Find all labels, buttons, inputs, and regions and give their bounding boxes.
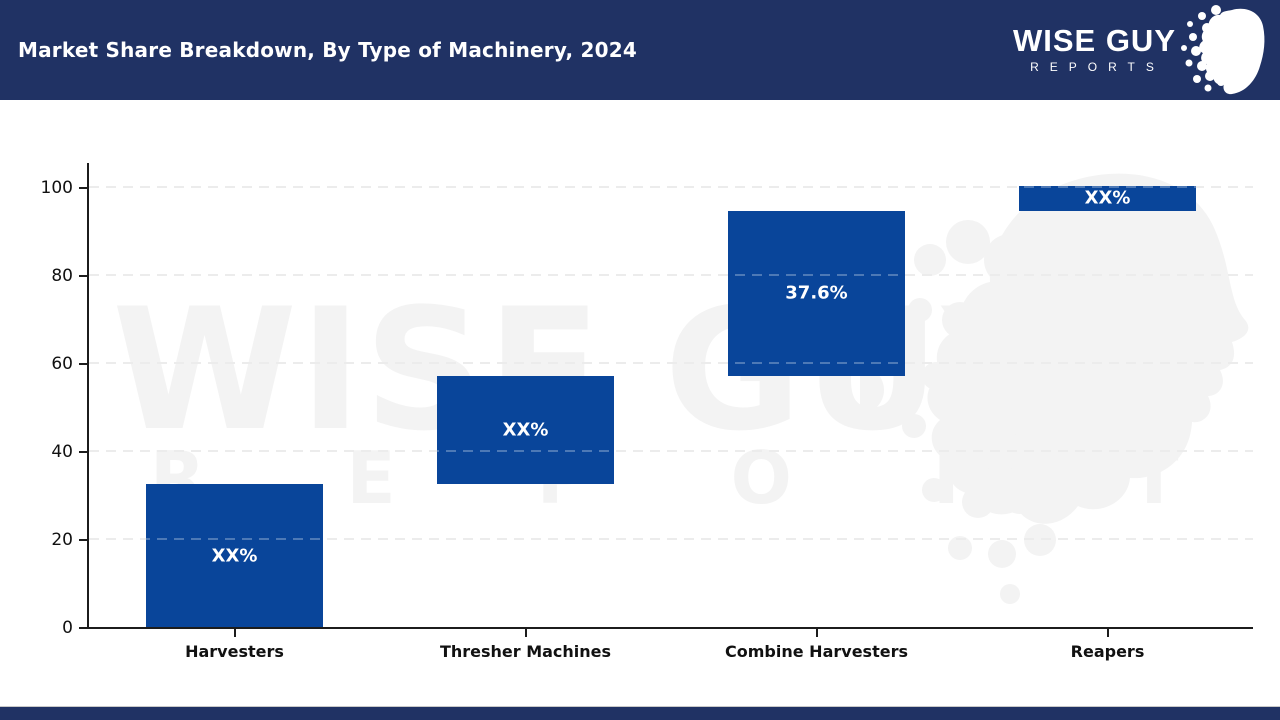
y-tick-0 — [79, 627, 87, 629]
gridline-100 — [89, 186, 1253, 188]
gridline-20 — [89, 538, 1253, 540]
x-tick-2 — [524, 629, 527, 637]
gridline-20 — [89, 538, 1253, 540]
y-tick-100 — [79, 187, 87, 189]
bar-value-label: XX% — [502, 419, 549, 441]
footer-bar — [0, 707, 1280, 720]
bar-value-label: 37.6% — [785, 282, 848, 304]
x-axis-spine — [87, 627, 1253, 629]
bar-thresher-machines — [437, 376, 614, 485]
watermark-head-icon — [860, 173, 1249, 604]
y-tick-20 — [79, 539, 87, 541]
bar-value-label: XX% — [1084, 187, 1131, 209]
x-tick-1 — [233, 629, 236, 637]
y-tick-label: 0 — [62, 618, 73, 638]
page-title: Market Share Breakdown, By Type of Machi… — [18, 38, 637, 62]
footer-divider — [0, 706, 1280, 707]
y-tick-label: 20 — [51, 530, 73, 550]
x-category-label: Harvesters — [185, 642, 284, 661]
y-tick-40 — [79, 451, 87, 453]
x-tick-3 — [815, 629, 818, 637]
gridline-60 — [89, 362, 1253, 364]
gridline-40 — [89, 450, 1253, 452]
y-tick-label: 40 — [51, 442, 73, 462]
logo-subtitle: REPORTS — [1030, 60, 1165, 74]
y-tick-label: 80 — [51, 266, 73, 286]
logo-text: WISE GUY REPORTS — [1012, 23, 1176, 74]
logo-wordmark: WISE GUY — [1012, 23, 1176, 58]
bar-reapers — [1019, 185, 1196, 211]
y-tick-80 — [79, 275, 87, 277]
y-tick-label: 100 — [40, 178, 73, 198]
wise-guy-reports-logo: WISE GUY REPORTS — [1013, 0, 1266, 100]
y-tick-label: 60 — [51, 354, 73, 374]
x-category-label: Combine Harvesters — [725, 642, 908, 661]
x-tick-4 — [1106, 629, 1109, 637]
gridline-100 — [89, 186, 1253, 188]
logo-head-icon — [1181, 5, 1265, 95]
bar-harvesters — [146, 484, 323, 627]
y-axis-spine — [87, 163, 89, 629]
gridline-60 — [89, 362, 1253, 364]
gridline-40 — [89, 450, 1253, 452]
bar-value-label: XX% — [211, 545, 258, 567]
header-bar: Market Share Breakdown, By Type of Machi… — [0, 0, 1280, 100]
gridline-80 — [89, 274, 1253, 276]
x-category-label: Reapers — [1070, 642, 1145, 661]
y-tick-60 — [79, 363, 87, 365]
bar-combine-harvesters — [728, 210, 905, 377]
gridline-80 — [89, 274, 1253, 276]
x-category-label: Thresher Machines — [439, 642, 612, 661]
